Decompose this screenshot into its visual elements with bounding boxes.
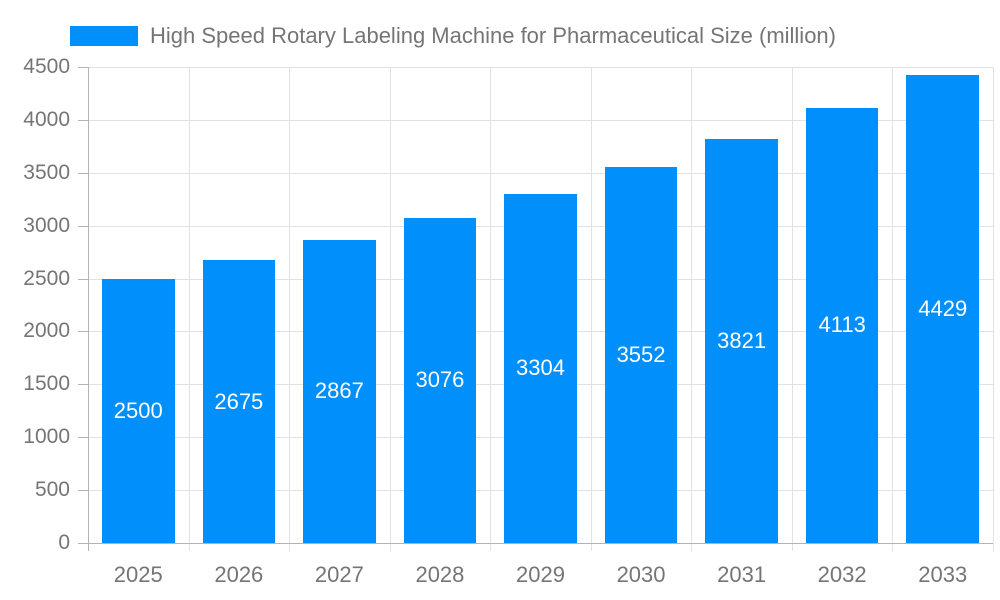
x-axis-tick-label-2032: 2032 bbox=[817, 562, 867, 587]
y-axis-tick-label: 4000 bbox=[23, 107, 70, 131]
bar-value-label: 3821 bbox=[717, 327, 767, 353]
x-axis-tick-label-2031: 2031 bbox=[717, 562, 767, 587]
y-axis-tick bbox=[78, 331, 88, 333]
x-axis-tick bbox=[791, 543, 793, 551]
y-axis-tick bbox=[78, 543, 88, 544]
x-axis-tick bbox=[892, 543, 894, 551]
legend-label: High Speed Rotary Labeling Machine for P… bbox=[150, 23, 836, 48]
x-axis-tick bbox=[993, 543, 994, 551]
gridline bbox=[289, 67, 291, 543]
y-axis-tick-label: 1000 bbox=[23, 425, 70, 449]
bar-value-label: 2500 bbox=[113, 397, 163, 423]
bar-2032[interactable] bbox=[805, 107, 879, 543]
bar-2029[interactable] bbox=[504, 193, 577, 543]
bar-2030[interactable] bbox=[604, 167, 678, 543]
y-axis-tick-label: 1500 bbox=[23, 372, 70, 396]
y-axis-tick bbox=[78, 67, 88, 68]
bar-value-label: 3076 bbox=[415, 367, 465, 393]
y-axis-tick bbox=[78, 384, 88, 386]
gridline bbox=[88, 172, 993, 174]
gridline bbox=[892, 67, 894, 543]
x-axis-tick bbox=[188, 543, 190, 551]
bar-2033[interactable] bbox=[906, 74, 979, 543]
gridline bbox=[993, 67, 994, 543]
x-axis-tick bbox=[289, 543, 291, 551]
bar-value-label: 2675 bbox=[214, 388, 264, 414]
y-axis-tick bbox=[78, 172, 88, 174]
x-axis-tick-label-2025: 2025 bbox=[113, 562, 163, 587]
y-axis-tick-label: 500 bbox=[34, 478, 70, 502]
bar-value-label: 4113 bbox=[818, 312, 866, 338]
bar-2027[interactable] bbox=[303, 239, 376, 543]
bar-value-label: 3552 bbox=[616, 342, 666, 368]
gridline bbox=[791, 67, 793, 543]
x-axis-tick-label-2027: 2027 bbox=[314, 562, 364, 587]
bar-value-label: 4429 bbox=[918, 295, 968, 321]
bar-2031[interactable] bbox=[705, 138, 778, 543]
bar-value-label: 3304 bbox=[516, 355, 565, 381]
gridline bbox=[88, 67, 993, 68]
x-axis-tick-label-2026: 2026 bbox=[214, 562, 264, 587]
bar-value-label: 2867 bbox=[314, 378, 364, 404]
gridline bbox=[691, 67, 693, 543]
y-axis-tick-label: 3500 bbox=[23, 160, 70, 184]
y-axis-tick-label: 0 bbox=[58, 531, 70, 554]
y-axis-tick bbox=[78, 437, 88, 439]
legend-swatch-icon bbox=[70, 26, 138, 46]
y-axis-line bbox=[88, 67, 89, 551]
gridline bbox=[490, 67, 492, 543]
y-axis-tick bbox=[78, 119, 88, 121]
x-axis-tick-label-2030: 2030 bbox=[616, 562, 666, 587]
x-axis-tick-label-2033: 2033 bbox=[918, 562, 968, 587]
y-axis-tick-label: 3000 bbox=[23, 213, 70, 237]
gridline bbox=[88, 119, 993, 121]
y-axis-tick-label: 4500 bbox=[23, 55, 70, 78]
gridline bbox=[590, 67, 592, 543]
y-axis-tick bbox=[78, 225, 88, 227]
x-axis-tick-label-2028: 2028 bbox=[415, 562, 465, 587]
gridline bbox=[389, 67, 391, 543]
y-axis-tick-label: 2500 bbox=[23, 266, 70, 290]
x-axis-tick bbox=[691, 543, 693, 551]
x-axis-tick bbox=[389, 543, 391, 551]
bar-2025[interactable] bbox=[102, 278, 175, 543]
legend[interactable]: High Speed Rotary Labeling Machine for P… bbox=[70, 23, 836, 49]
x-axis-tick-label-2029: 2029 bbox=[516, 562, 565, 587]
bar-2026[interactable] bbox=[202, 260, 276, 543]
bar-2028[interactable] bbox=[403, 217, 477, 543]
x-axis-line bbox=[88, 543, 993, 544]
y-axis-tick-label: 2000 bbox=[23, 319, 70, 343]
x-axis-tick bbox=[490, 543, 492, 551]
x-axis-tick bbox=[590, 543, 592, 551]
y-axis-tick bbox=[78, 278, 88, 280]
gridline bbox=[188, 67, 190, 543]
y-axis-tick bbox=[78, 490, 88, 492]
